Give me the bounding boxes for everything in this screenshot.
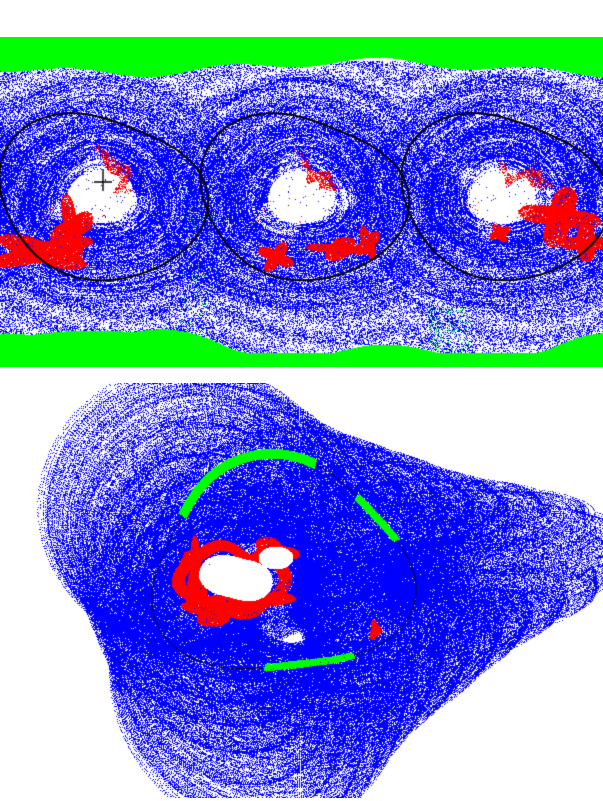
poincare-map-panel[interactable]: Unrolled (toroidal, poloidal) connection… (0, 37, 603, 367)
flux-surface-3d-panel[interactable]: Three-dimensional rendering of the stoch… (0, 383, 603, 798)
poincare-map-canvas[interactable] (0, 37, 603, 367)
flux-surface-3d-canvas[interactable] (0, 383, 603, 798)
